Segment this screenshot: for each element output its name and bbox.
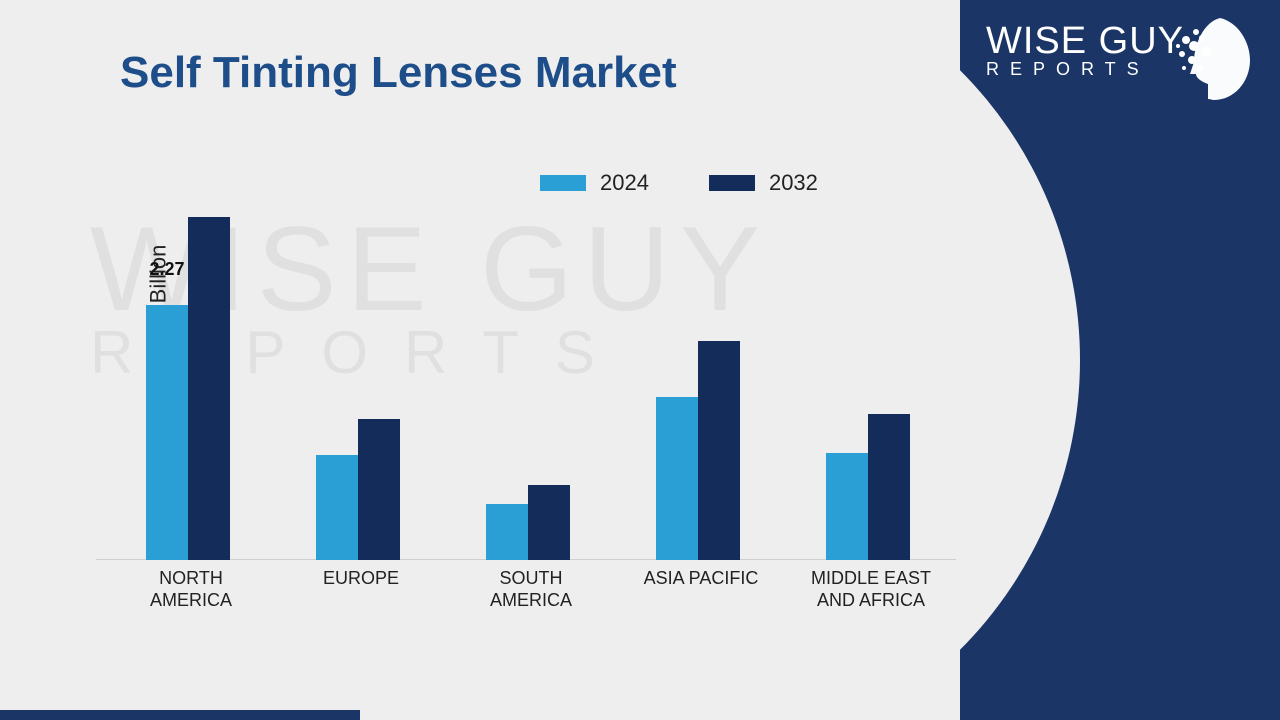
x-axis-label: SOUTH AMERICA <box>461 568 601 611</box>
legend-label-2024: 2024 <box>600 170 649 196</box>
bar <box>146 305 188 560</box>
bar-value-label: 2.27 <box>149 259 184 280</box>
head-icon <box>1172 14 1252 104</box>
bar <box>656 397 698 560</box>
x-axis-label: MIDDLE EAST AND AFRICA <box>801 568 941 611</box>
bar <box>826 453 868 560</box>
bottom-accent <box>0 710 360 720</box>
bar <box>868 414 910 560</box>
bar <box>316 455 358 560</box>
legend: 2024 2032 <box>540 170 818 196</box>
x-axis-label: NORTH AMERICA <box>121 568 261 611</box>
x-axis-label: ASIA PACIFIC <box>631 568 771 590</box>
legend-label-2032: 2032 <box>769 170 818 196</box>
brand-logo: WISE GUY REPORTS <box>986 20 1246 80</box>
legend-item-2032: 2032 <box>709 170 818 196</box>
bar <box>358 419 400 560</box>
legend-swatch-2024 <box>540 175 586 191</box>
stage: WISE GUY REPORTS Self Tinting Lenses Mar… <box>0 0 1280 720</box>
bar <box>486 504 528 560</box>
bar <box>188 217 230 560</box>
bar <box>528 485 570 560</box>
legend-swatch-2032 <box>709 175 755 191</box>
page-title: Self Tinting Lenses Market <box>120 48 677 98</box>
bar <box>698 341 740 560</box>
bar-chart: 2.27NORTH AMERICAEUROPESOUTH AMERICAASIA… <box>96 200 956 560</box>
x-axis-label: EUROPE <box>291 568 431 590</box>
legend-item-2024: 2024 <box>540 170 649 196</box>
